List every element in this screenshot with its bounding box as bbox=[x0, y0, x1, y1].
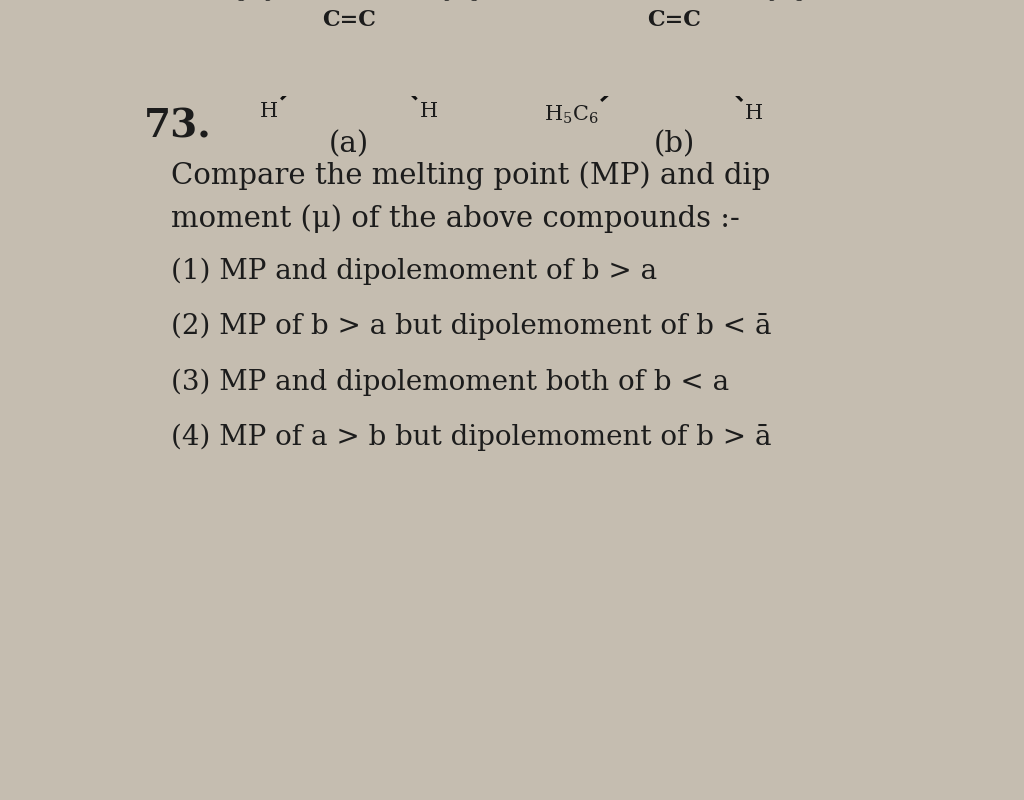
Text: (4) MP of a > b but dipolemoment of b > ā: (4) MP of a > b but dipolemoment of b > … bbox=[171, 424, 771, 451]
Text: H: H bbox=[744, 104, 763, 122]
Text: $\mathregular{H_5C_6}$: $\mathregular{H_5C_6}$ bbox=[544, 104, 598, 126]
Text: (3) MP and dipolemoment both of b < a: (3) MP and dipolemoment both of b < a bbox=[171, 369, 729, 396]
Text: (b): (b) bbox=[653, 130, 695, 158]
Text: (2) MP of b > a but dipolemoment of b < ā: (2) MP of b > a but dipolemoment of b < … bbox=[171, 313, 771, 341]
Text: H: H bbox=[586, 0, 604, 3]
Text: moment (μ) of the above compounds :-: moment (μ) of the above compounds :- bbox=[171, 204, 739, 233]
Text: H: H bbox=[420, 102, 437, 121]
Text: (1) MP and dipolemoment of b > a: (1) MP and dipolemoment of b > a bbox=[171, 258, 656, 285]
Text: C=C: C=C bbox=[647, 9, 701, 30]
Text: $\mathregular{C_6H_5}$: $\mathregular{C_6H_5}$ bbox=[425, 0, 479, 3]
Text: $\mathregular{H_3C_6}$: $\mathregular{H_3C_6}$ bbox=[218, 0, 273, 3]
Text: C=C: C=C bbox=[322, 9, 376, 30]
Text: Compare the melting point (MP) and dip: Compare the melting point (MP) and dip bbox=[171, 162, 770, 190]
Text: (a): (a) bbox=[329, 130, 369, 158]
Text: 73.: 73. bbox=[143, 107, 211, 146]
Text: $\mathregular{C_6H_5}$: $\mathregular{C_6H_5}$ bbox=[751, 0, 805, 3]
Text: H: H bbox=[260, 102, 279, 121]
